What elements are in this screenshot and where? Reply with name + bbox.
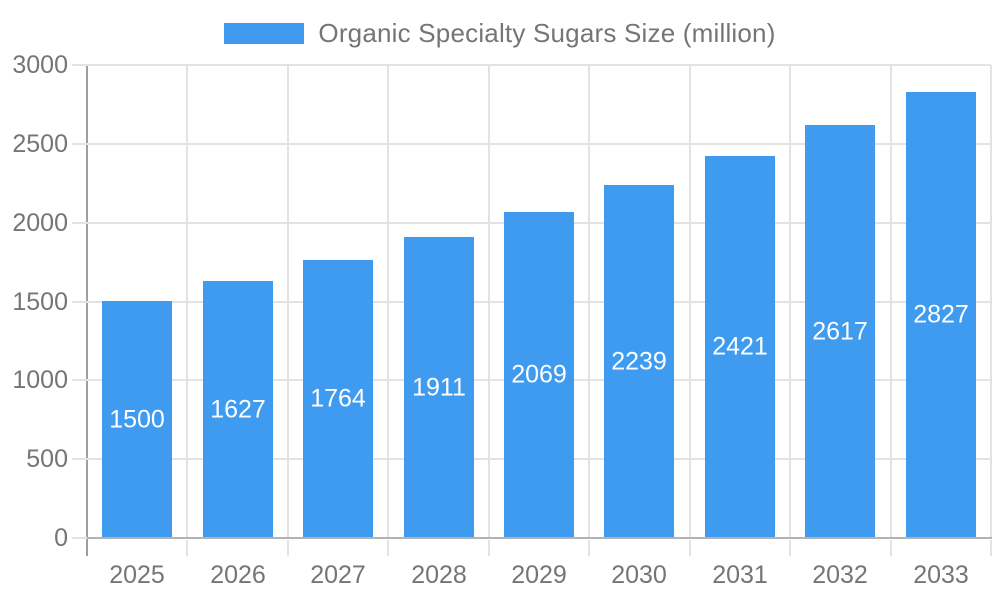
bar: 2421	[705, 156, 775, 538]
v-gridline	[186, 65, 188, 538]
x-axis-tick	[186, 540, 188, 556]
x-axis-tick	[789, 540, 791, 556]
bar-value-label: 2069	[511, 360, 567, 389]
y-axis-tick	[72, 143, 87, 145]
legend-swatch	[224, 23, 305, 44]
bar: 2617	[805, 125, 875, 538]
x-tick-label: 2025	[109, 561, 165, 589]
v-gridline	[890, 65, 892, 538]
bar: 2827	[906, 92, 976, 538]
x-tick-label: 2031	[712, 561, 768, 589]
x-tick-label: 2028	[411, 561, 467, 589]
x-tick-label: 2032	[812, 561, 868, 589]
bar-value-label: 2827	[913, 300, 969, 329]
v-gridline	[588, 65, 590, 538]
x-axis-tick	[287, 540, 289, 556]
x-axis-tick	[488, 540, 490, 556]
y-axis-tick	[72, 222, 87, 224]
x-axis-tick	[890, 540, 892, 556]
x-tick-label: 2033	[913, 561, 969, 589]
y-tick-label: 1000	[12, 366, 68, 394]
bar: 1500	[102, 301, 172, 538]
y-axis-tick	[72, 301, 87, 303]
bar: 2069	[504, 212, 574, 538]
bar: 2239	[604, 185, 674, 538]
bar: 1764	[303, 260, 373, 538]
bar-value-label: 2617	[812, 317, 868, 345]
bar-value-label: 2239	[611, 347, 667, 375]
h-gridline	[87, 143, 991, 145]
y-axis-tick	[72, 64, 87, 66]
y-axis-tick	[72, 379, 87, 381]
legend-label: Organic Specialty Sugars Size (million)	[318, 18, 776, 48]
bar-value-label: 1627	[210, 395, 266, 423]
y-axis-tick	[72, 537, 87, 539]
x-tick-label: 2027	[310, 561, 366, 589]
x-tick-label: 2029	[511, 561, 567, 589]
x-axis-tick	[990, 540, 992, 556]
v-gridline	[689, 65, 691, 538]
v-gridline	[387, 65, 389, 538]
x-tick-label: 2026	[210, 561, 266, 589]
plot-area: 1500 1627 1764 1911 2069 2239 2421 2617 2827	[87, 64, 992, 538]
v-gridline	[789, 65, 791, 538]
bar: 1911	[404, 237, 474, 538]
v-gridline	[488, 65, 490, 538]
x-tick-label: 2030	[611, 561, 667, 589]
chart-legend: Organic Specialty Sugars Size (million)	[0, 18, 1000, 49]
bar-value-label: 1500	[109, 405, 165, 433]
y-axis-tick	[72, 458, 87, 460]
y-tick-label: 3000	[12, 51, 68, 79]
h-gridline	[87, 64, 991, 66]
x-axis-line	[86, 537, 992, 539]
y-tick-label: 0	[54, 524, 68, 552]
y-tick-label: 1500	[12, 288, 68, 316]
bar-value-label: 1911	[412, 373, 466, 401]
bar-value-label: 2421	[712, 332, 768, 361]
x-axis-tick	[689, 540, 691, 556]
y-tick-label: 2000	[12, 209, 68, 237]
v-gridline	[287, 65, 289, 538]
x-axis-tick	[387, 540, 389, 556]
y-tick-label: 500	[26, 445, 68, 473]
y-tick-label: 2500	[12, 130, 68, 158]
x-axis-tick	[588, 540, 590, 556]
bar-value-label: 1764	[310, 384, 366, 413]
y-axis-line	[86, 65, 88, 556]
v-gridline	[990, 65, 992, 538]
bar: 1627	[203, 281, 273, 538]
